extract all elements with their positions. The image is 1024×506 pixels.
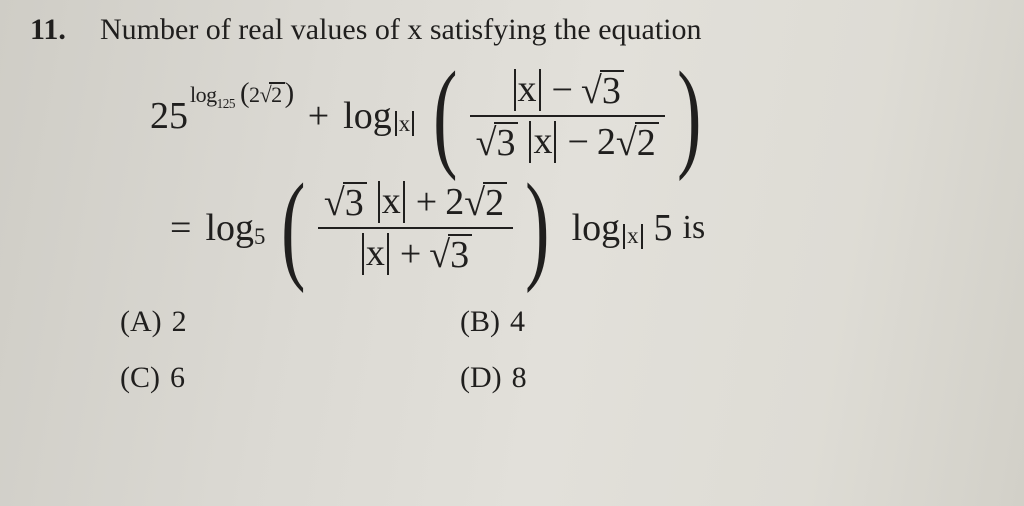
term-log5: log 5 bbox=[205, 206, 265, 250]
option-c-label: (C) bbox=[120, 361, 160, 395]
coef2-n2: 2 bbox=[445, 180, 464, 224]
options-grid: (A) 2 (B) 4 (C) 6 (D) 8 bbox=[120, 305, 994, 395]
equals-sign: = bbox=[170, 206, 191, 250]
trailing-is: is bbox=[683, 209, 706, 247]
sqrt-2-a: √2 bbox=[260, 82, 285, 106]
lparen-small: ( bbox=[240, 77, 249, 109]
absx-sub2: x bbox=[627, 223, 638, 248]
fraction-2: √3 x + 2√2 x + √3 bbox=[318, 177, 513, 279]
rparen-big-1: ) bbox=[677, 67, 701, 164]
question-number: 11. bbox=[30, 10, 100, 51]
rparen-big-2: ) bbox=[525, 179, 549, 276]
sqrt3-n2: 3 bbox=[343, 182, 367, 222]
rparen-small: ) bbox=[285, 77, 294, 109]
option-a-text: 2 bbox=[172, 305, 187, 339]
minus-1: − bbox=[552, 68, 573, 112]
log-word-4: log bbox=[572, 206, 621, 250]
sqrt3-d2: 3 bbox=[448, 234, 472, 274]
option-d-label: (D) bbox=[460, 361, 502, 395]
log-word-2: log bbox=[343, 94, 392, 138]
sqrt3-n1: 3 bbox=[600, 70, 624, 110]
question-prompt: Number of real values of x satisfying th… bbox=[100, 10, 994, 51]
plus-2: + bbox=[416, 180, 437, 224]
arg-5: 5 bbox=[654, 206, 673, 250]
sqrt2-d1: 2 bbox=[635, 122, 659, 162]
sub-125: 125 bbox=[217, 96, 235, 111]
log-word: log bbox=[190, 82, 217, 107]
plus-3: + bbox=[400, 232, 421, 276]
log-word-3: log bbox=[205, 206, 254, 250]
radicand-2-a: 2 bbox=[269, 82, 285, 106]
option-b-text: 4 bbox=[510, 305, 525, 339]
sub-absx-2: x bbox=[620, 223, 645, 250]
term-log-absx-5: log x 5 bbox=[572, 206, 673, 250]
minus-2: − bbox=[567, 120, 588, 164]
base-25: 25 bbox=[150, 94, 188, 138]
sqrt3-d1: 3 bbox=[494, 122, 518, 162]
option-a-label: (A) bbox=[120, 305, 162, 339]
term-25-power: 25 log125 (2√2) bbox=[150, 94, 294, 138]
page: { "question": { "number": "11.", "prompt… bbox=[0, 0, 1024, 506]
option-c-text: 6 bbox=[170, 361, 185, 395]
lparen-big-2: ( bbox=[282, 179, 306, 276]
lparen-big-1: ( bbox=[433, 67, 457, 164]
sub-absx: x bbox=[392, 111, 417, 138]
frac1-den: √3 x − 2√2 bbox=[470, 117, 665, 167]
option-b[interactable]: (B) 4 bbox=[460, 305, 800, 339]
option-b-label: (B) bbox=[460, 305, 500, 339]
sqrt2-n2: 2 bbox=[483, 182, 507, 222]
absx-n1: x bbox=[518, 68, 537, 110]
equation-row-1: 25 log125 (2√2) + log x ( x bbox=[150, 65, 994, 167]
plus-sign: + bbox=[308, 94, 329, 138]
sub-5: 5 bbox=[254, 224, 265, 250]
fraction-1: x − √3 √3 x − 2√2 bbox=[470, 65, 665, 167]
option-d[interactable]: (D) 8 bbox=[460, 361, 800, 395]
frac1-num: x − √3 bbox=[505, 65, 630, 115]
absx-d2: x bbox=[366, 232, 385, 274]
equation: 25 log125 (2√2) + log x ( x bbox=[150, 65, 994, 280]
option-d-text: 8 bbox=[512, 361, 527, 395]
exponent-log125: log125 (2√2) bbox=[190, 81, 294, 108]
coef-2: 2 bbox=[249, 82, 260, 107]
option-c[interactable]: (C) 6 bbox=[120, 361, 460, 395]
frac2-den: x + √3 bbox=[353, 229, 478, 279]
frac2-num: √3 x + 2√2 bbox=[318, 177, 513, 227]
absx-d1: x bbox=[533, 120, 552, 162]
option-a[interactable]: (A) 2 bbox=[120, 305, 460, 339]
term-log-absx: log x bbox=[343, 94, 417, 138]
absx-sub: x bbox=[399, 111, 410, 136]
coef2-d1: 2 bbox=[597, 120, 616, 164]
absx-n2: x bbox=[382, 180, 401, 222]
equation-row-2: = log 5 ( √3 x + 2√2 x + bbox=[170, 177, 994, 279]
question-line: 11. Number of real values of x satisfyin… bbox=[30, 10, 994, 51]
